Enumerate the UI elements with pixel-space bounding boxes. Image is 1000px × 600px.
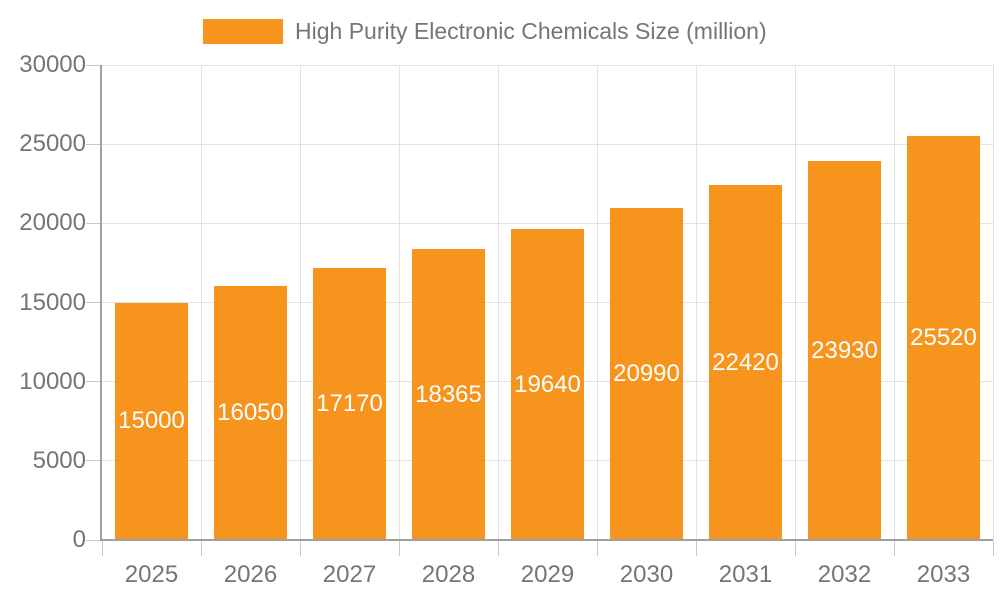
bar[interactable]: 16050 [214, 285, 287, 540]
x-axis-tick [200, 541, 202, 556]
horizontal-gridline [102, 222, 993, 224]
bar-value-label: 25520 [910, 323, 977, 351]
x-axis-tick [893, 541, 895, 556]
horizontal-gridline [102, 64, 993, 66]
y-axis-label: 10000 [19, 367, 86, 395]
bar[interactable]: 20990 [610, 207, 683, 540]
y-axis-label: 5000 [32, 446, 86, 474]
y-axis-tick [86, 302, 100, 303]
bar[interactable]: 23930 [808, 161, 881, 540]
bar-value-label: 16050 [217, 398, 284, 426]
y-axis-tick [86, 64, 100, 66]
y-axis-label: 25000 [19, 130, 86, 158]
vertical-gridline [596, 65, 598, 540]
bar[interactable]: 25520 [907, 135, 980, 540]
x-axis-tick [695, 541, 697, 556]
y-axis-label: 15000 [19, 288, 86, 316]
vertical-gridline [299, 65, 301, 540]
vertical-gridline [794, 65, 796, 540]
y-axis-tick [86, 539, 100, 541]
y-axis-label: 0 [72, 526, 86, 553]
x-axis-tick [398, 541, 400, 556]
x-axis-tick [101, 541, 103, 556]
x-axis-label: 2029 [520, 561, 575, 588]
y-axis-label: 30000 [19, 51, 86, 78]
x-axis-tick [992, 541, 994, 556]
vertical-gridline [398, 65, 400, 540]
bar[interactable]: 22420 [709, 185, 782, 540]
bar-value-label: 22420 [712, 348, 779, 376]
bar-value-label: 15000 [118, 407, 185, 435]
bar[interactable]: 15000 [115, 302, 188, 540]
bar-value-label: 19640 [514, 370, 581, 398]
x-axis-label: 2028 [421, 561, 476, 588]
x-axis-label: 2031 [718, 561, 773, 588]
x-axis-label: 2030 [619, 561, 674, 588]
vertical-gridline [992, 65, 994, 540]
horizontal-gridline [102, 143, 993, 145]
bar[interactable]: 17170 [313, 268, 386, 540]
vertical-gridline [893, 65, 895, 540]
legend-swatch-icon [203, 18, 283, 44]
vertical-gridline [497, 65, 499, 540]
x-axis-tick [596, 541, 598, 556]
x-axis-tick [299, 541, 301, 556]
bar-value-label: 17170 [316, 390, 383, 418]
x-axis-label: 2032 [817, 561, 872, 588]
y-axis-label: 20000 [19, 209, 86, 237]
y-axis-line [100, 65, 102, 540]
vertical-gridline [200, 65, 202, 540]
bar-value-label: 20990 [613, 359, 680, 387]
y-axis-tick [86, 460, 100, 462]
x-axis-tick [794, 541, 796, 556]
x-axis-line [100, 539, 993, 541]
y-axis-tick [86, 381, 100, 383]
bar-value-label: 23930 [811, 336, 878, 364]
x-axis-tick [497, 541, 499, 556]
bar[interactable]: 18365 [412, 249, 485, 540]
x-axis-label: 2026 [223, 561, 278, 588]
x-axis-label: 2025 [124, 561, 179, 588]
bar[interactable]: 19640 [511, 229, 584, 540]
vertical-gridline [695, 65, 697, 540]
x-axis-label: 2033 [916, 561, 971, 588]
x-axis-label: 2027 [322, 561, 377, 588]
bar-value-label: 18365 [415, 380, 482, 408]
legend-label: High Purity Electronic Chemicals Size (m… [295, 17, 767, 44]
y-axis-tick [86, 143, 100, 145]
chart-legend[interactable]: High Purity Electronic Chemicals Size (m… [203, 14, 767, 48]
y-axis-tick [86, 222, 100, 224]
